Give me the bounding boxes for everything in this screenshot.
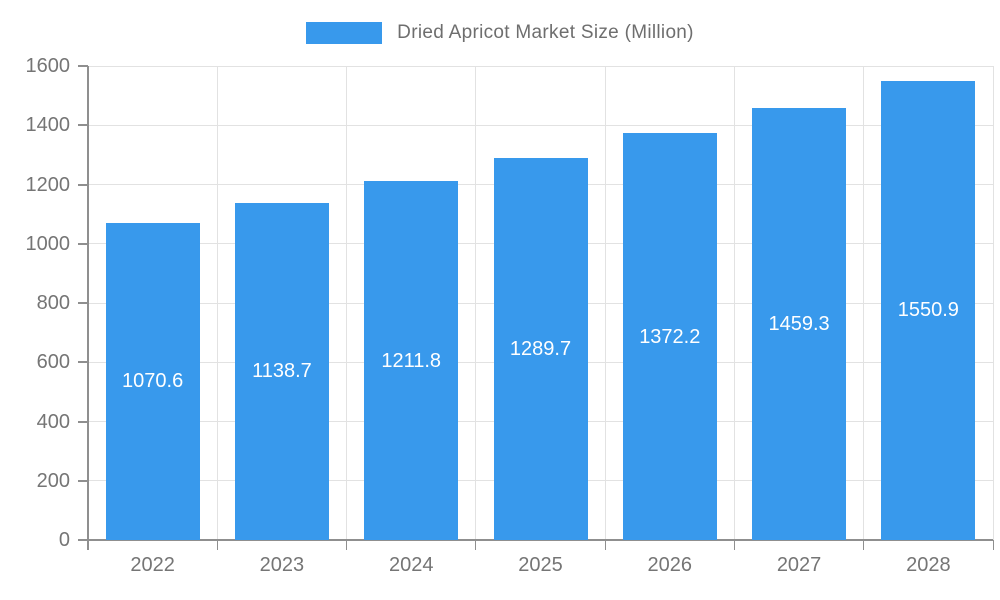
bar-2028 [881, 80, 976, 540]
x-tick-label: 2022 [130, 554, 175, 576]
gridline-vertical [733, 66, 735, 540]
bar-value-label: 1550.9 [897, 299, 959, 322]
x-axis-tick [87, 540, 89, 550]
x-axis-tick [475, 540, 477, 550]
bar-value-label: 1372.2 [639, 325, 701, 348]
y-tick-label: 1600 [25, 55, 71, 77]
x-axis-tick [733, 540, 735, 550]
bar-2027 [752, 107, 847, 540]
bar-value-label: 1138.7 [252, 360, 312, 383]
y-axis-tick [78, 361, 88, 364]
gridline-vertical [604, 66, 606, 540]
y-axis-tick [78, 302, 88, 304]
y-axis-tick [78, 183, 88, 186]
y-axis-tick [78, 420, 88, 423]
x-axis-tick [346, 540, 348, 550]
y-axis-line [87, 66, 89, 540]
gridline-vertical [346, 66, 348, 540]
bar-2025 [493, 157, 588, 540]
y-tick-label: 1200 [25, 173, 71, 196]
x-axis-tick [604, 540, 606, 550]
plot-area: 0 200 400 600 800 1000 1200 1400 1600 1070.6 1138.… [26, 55, 994, 576]
bar-value-label: 1211.8 [381, 349, 442, 372]
x-tick-label: 2024 [388, 554, 434, 576]
legend-label: Dried Apricot Market Size (Million) [397, 22, 694, 43]
x-axis-tick [863, 540, 865, 550]
y-tick-label: 400 [36, 410, 70, 433]
bar-2026 [622, 133, 717, 540]
x-axis-tick [992, 540, 994, 550]
x-tick-label: 2023 [259, 554, 305, 576]
x-axis-line [88, 539, 993, 541]
y-axis-tick [78, 124, 88, 127]
gridline-horizontal [88, 124, 993, 126]
x-axis-tick [216, 540, 218, 550]
bar-2022 [105, 222, 200, 540]
y-tick-label: 800 [36, 292, 70, 314]
gridline-vertical [863, 66, 865, 540]
legend-swatch [306, 22, 383, 44]
y-axis-tick [78, 65, 88, 67]
x-tick-label: 2027 [776, 554, 822, 576]
y-axis-tick [78, 242, 88, 245]
x-tick-label: 2026 [647, 554, 693, 576]
bar-value-label: 1289.7 [509, 337, 572, 360]
gridline-horizontal [88, 65, 993, 67]
x-tick-label: 2025 [518, 554, 563, 576]
gridline-vertical [216, 66, 218, 540]
y-tick-label: 200 [36, 469, 70, 492]
y-axis-tick [78, 539, 88, 541]
legend: Dried Apricot Market Size (Million) [0, 20, 1000, 46]
gridline-vertical [475, 66, 477, 540]
bar-value-label: 1459.3 [768, 312, 830, 335]
y-axis-tick [78, 479, 88, 482]
bar-2023 [234, 202, 329, 540]
y-tick-label: 1000 [25, 232, 71, 255]
y-tick-label: 0 [58, 529, 70, 551]
x-tick-label: 2028 [906, 554, 951, 576]
y-tick-label: 1400 [25, 114, 71, 137]
gridline-vertical [992, 66, 994, 540]
bar-value-label: 1070.6 [122, 370, 184, 393]
bar-2024 [364, 181, 459, 540]
y-tick-label: 600 [36, 351, 70, 374]
